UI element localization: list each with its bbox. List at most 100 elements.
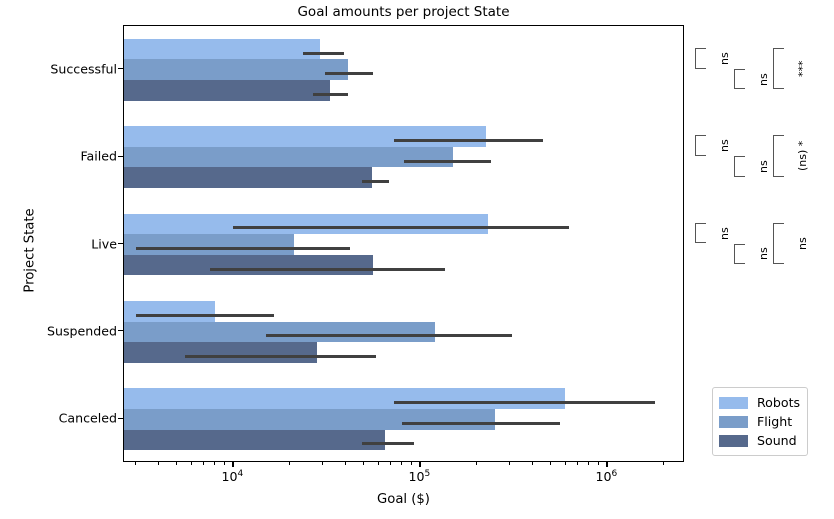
- x-tick-label: 104: [221, 469, 244, 485]
- x-tick-minor: [588, 462, 590, 465]
- x-tick-minor: [410, 462, 412, 465]
- significance-bracket: [695, 135, 706, 157]
- legend-item: Sound: [719, 431, 800, 450]
- significance-label: ns: [757, 247, 770, 261]
- bar: [124, 300, 216, 322]
- legend-swatch-robots: [719, 396, 748, 409]
- bar: [124, 234, 294, 255]
- significance-label: ns: [718, 52, 731, 65]
- x-tick-minor: [597, 462, 599, 465]
- significance-bracket: [773, 135, 784, 177]
- x-tick-minor: [401, 462, 403, 465]
- y-tick-mark: [118, 417, 123, 419]
- significance-label: ***: [796, 60, 809, 78]
- x-tick-minor: [577, 462, 579, 465]
- x-tick-minor: [363, 462, 365, 465]
- x-axis-ticks: 104 105 106: [0, 462, 834, 502]
- significance-bracket: [734, 156, 745, 177]
- error-bar: [402, 421, 561, 425]
- significance-bracket: [695, 48, 706, 69]
- error-bar: [135, 246, 350, 250]
- legend-item: Flight: [719, 412, 800, 431]
- bar: [124, 146, 454, 168]
- significance-bracket: [773, 222, 784, 265]
- x-tick-major: [606, 462, 608, 467]
- legend-swatch-flight: [719, 415, 748, 428]
- bars-layer: [124, 26, 683, 461]
- bar: [124, 342, 318, 363]
- bar: [124, 388, 565, 409]
- significance-bracket: [773, 48, 784, 90]
- x-tick-minor: [344, 462, 346, 465]
- x-tick-minor: [550, 462, 552, 465]
- x-tick-minor: [508, 462, 510, 465]
- error-bar: [393, 138, 543, 142]
- significance-label: ns: [757, 72, 770, 86]
- y-tick-mark: [118, 330, 123, 332]
- y-tick-label-suspended: Suspended: [47, 323, 117, 339]
- significance-label: ns: [796, 237, 809, 250]
- legend-item: Robots: [719, 393, 800, 412]
- chart-title: Goal amounts per project State: [297, 4, 510, 20]
- error-bar: [135, 313, 275, 317]
- y-tick-label-failed: Failed: [80, 148, 117, 164]
- y-axis-tick-labels: Successful Failed Live Suspended Canceled: [0, 0, 117, 519]
- significance-label: ns: [718, 139, 731, 153]
- bar: [124, 254, 374, 276]
- x-tick-minor: [176, 462, 178, 465]
- x-tick-minor: [662, 462, 664, 465]
- bar: [124, 167, 372, 189]
- error-bar: [233, 226, 569, 230]
- x-tick-minor: [190, 462, 192, 465]
- bar: [124, 408, 495, 430]
- error-bar: [362, 442, 415, 446]
- x-axis-label: Goal ($): [377, 492, 430, 507]
- significance-bracket: [734, 243, 745, 265]
- error-bar: [302, 51, 344, 55]
- error-bar: [210, 267, 445, 271]
- legend-swatch-sound: [719, 434, 748, 447]
- bar: [124, 213, 489, 235]
- significance-label: ns: [757, 160, 770, 173]
- error-bar: [184, 355, 377, 358]
- plot-area: [123, 25, 684, 462]
- x-tick-minor: [531, 462, 533, 465]
- legend-label-robots: Robots: [757, 395, 801, 410]
- x-tick-major: [419, 462, 421, 467]
- x-tick-minor: [134, 462, 136, 465]
- y-tick-label-successful: Successful: [50, 61, 117, 77]
- x-tick-minor: [564, 462, 566, 465]
- significance-annotations: ns ns *** ns ns (ns) * ns ns ns: [684, 0, 834, 519]
- x-tick-minor: [214, 462, 216, 465]
- x-tick-minor: [203, 462, 205, 465]
- y-tick-mark: [118, 68, 123, 70]
- x-tick-minor: [321, 462, 323, 465]
- x-tick-minor: [390, 462, 392, 465]
- y-tick-mark: [118, 242, 123, 245]
- x-tick-minor: [157, 462, 159, 465]
- error-bar: [404, 159, 492, 163]
- bar: [124, 38, 320, 60]
- y-tick-label-canceled: Canceled: [58, 410, 117, 426]
- error-bar: [312, 92, 348, 96]
- error-bar: [362, 180, 390, 184]
- y-tick-label-live: Live: [91, 236, 117, 251]
- x-tick-label: 106: [595, 469, 618, 485]
- legend-label-flight: Flight: [757, 414, 793, 429]
- significance-label: ns: [718, 226, 731, 240]
- bar: [124, 429, 386, 451]
- significance-bracket: [734, 68, 745, 90]
- bar: [124, 59, 348, 80]
- significance-label: (ns) *: [796, 140, 809, 172]
- significance-bracket: [695, 222, 706, 244]
- error-bar: [266, 334, 513, 338]
- y-tick-mark: [118, 155, 123, 157]
- bar: [124, 321, 436, 343]
- error-bar: [393, 401, 656, 405]
- legend[interactable]: Robots Flight Sound: [712, 387, 809, 456]
- x-tick-minor: [288, 462, 290, 465]
- legend-label-sound: Sound: [757, 433, 797, 448]
- x-tick-minor: [377, 462, 379, 465]
- x-tick-major: [232, 462, 234, 467]
